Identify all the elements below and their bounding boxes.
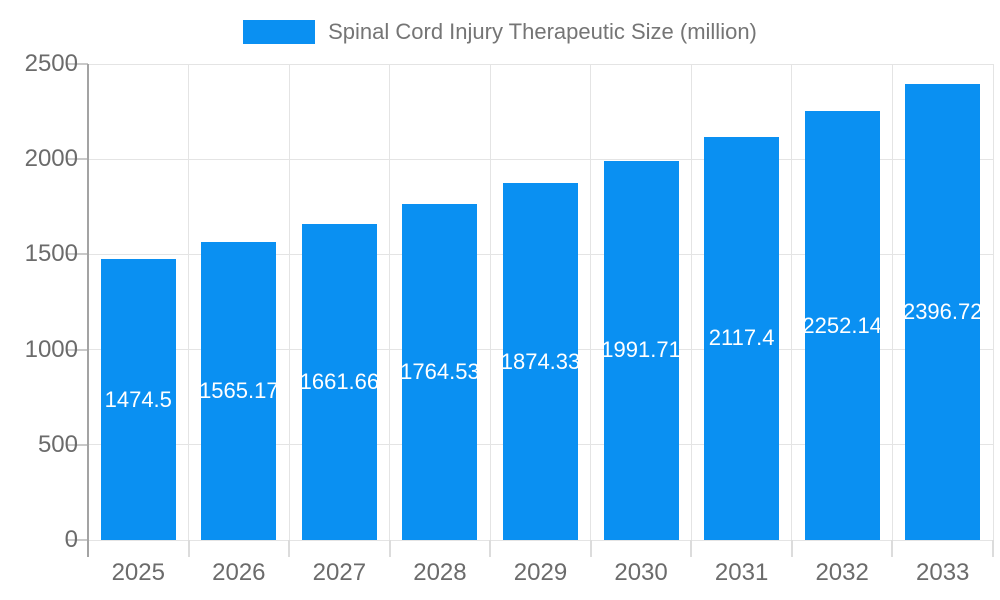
- bar: 1991.71: [603, 160, 679, 540]
- y-axis-tick: [67, 63, 88, 65]
- y-tick-label: 0: [64, 526, 78, 553]
- x-axis-tick: [690, 540, 693, 557]
- chart-legend[interactable]: Spinal Cord Injury Therapeutic Size (mil…: [0, 17, 1000, 47]
- x-tick-label: 2031: [714, 559, 769, 586]
- bar: 1474.5: [100, 259, 176, 540]
- y-tick-label: 1000: [24, 335, 78, 363]
- x-axis-tick: [489, 540, 492, 557]
- x-tick-label: 2026: [212, 559, 266, 586]
- x-axis-tick: [288, 540, 291, 557]
- y-axis-tick: [67, 539, 88, 541]
- y-gridline: [88, 63, 993, 65]
- bar-value-label: 1565.17: [201, 377, 277, 403]
- x-tick-label: 2028: [413, 559, 467, 586]
- bar-value-label: 1874.33: [503, 348, 578, 374]
- y-axis-tick: [67, 253, 88, 256]
- bar: 2252.14: [804, 111, 880, 540]
- category-boundary-line: [590, 64, 592, 540]
- bar: 1565.17: [201, 241, 277, 540]
- x-axis-tick: [992, 540, 994, 557]
- bar-value-label: 2117.4: [708, 325, 775, 351]
- y-axis-tick: [67, 348, 88, 351]
- category-boundary-line: [288, 64, 290, 540]
- category-boundary-line: [489, 64, 491, 540]
- y-tick-label: 2000: [24, 145, 78, 173]
- y-tick-label: 1500: [24, 240, 78, 268]
- bar-value-label: 1991.71: [603, 337, 679, 363]
- y-tick-label: 2500: [24, 50, 78, 77]
- y-gridline: [88, 158, 993, 160]
- bar: 1874.33: [503, 183, 578, 540]
- bar-value-label: 1474.5: [104, 386, 172, 412]
- x-tick-label: 2025: [111, 559, 165, 586]
- x-axis-tick: [589, 540, 592, 557]
- bar: 1661.66: [301, 223, 377, 540]
- x-tick-label: 2033: [916, 559, 970, 586]
- bar: 1764.53: [402, 204, 478, 540]
- category-boundary-line: [891, 64, 893, 540]
- x-tick-label: 2032: [815, 559, 869, 586]
- category-boundary-line: [791, 64, 793, 540]
- x-tick-label: 2029: [513, 559, 568, 586]
- x-axis-tick: [891, 540, 894, 557]
- legend-label: Spinal Cord Injury Therapeutic Size (mil…: [328, 19, 757, 44]
- y-axis-tick: [67, 443, 88, 446]
- bar-value-label: 1764.53: [402, 359, 478, 384]
- legend-swatch: [243, 20, 316, 44]
- bar-value-label: 2396.72: [905, 298, 981, 324]
- x-tick-label: 2030: [614, 559, 668, 586]
- y-tick-label: 500: [37, 430, 78, 458]
- y-axis-tick: [67, 158, 88, 161]
- bar-value-label: 2252.14: [804, 312, 880, 338]
- y-axis-line: [87, 64, 89, 557]
- category-boundary-line: [992, 64, 994, 540]
- category-boundary-line: [690, 64, 692, 540]
- category-boundary-line: [389, 64, 391, 540]
- y-gridline: [88, 539, 993, 541]
- bar: 2396.72: [905, 83, 981, 540]
- x-axis-tick: [790, 540, 793, 557]
- x-tick-label: 2027: [312, 559, 367, 586]
- x-axis-tick: [187, 540, 190, 557]
- category-boundary-line: [188, 64, 190, 540]
- bar-value-label: 1661.66: [301, 368, 377, 394]
- x-axis-tick: [388, 540, 391, 557]
- bar: 2117.4: [704, 136, 780, 540]
